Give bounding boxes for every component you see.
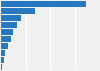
Bar <box>1 43 8 49</box>
Bar <box>1 1 86 7</box>
Bar <box>1 22 17 28</box>
Bar <box>1 29 13 35</box>
Bar <box>1 64 2 70</box>
Bar <box>1 57 4 63</box>
Bar <box>1 8 35 14</box>
Bar <box>1 36 11 42</box>
Bar <box>1 50 5 56</box>
Bar <box>1 15 21 21</box>
